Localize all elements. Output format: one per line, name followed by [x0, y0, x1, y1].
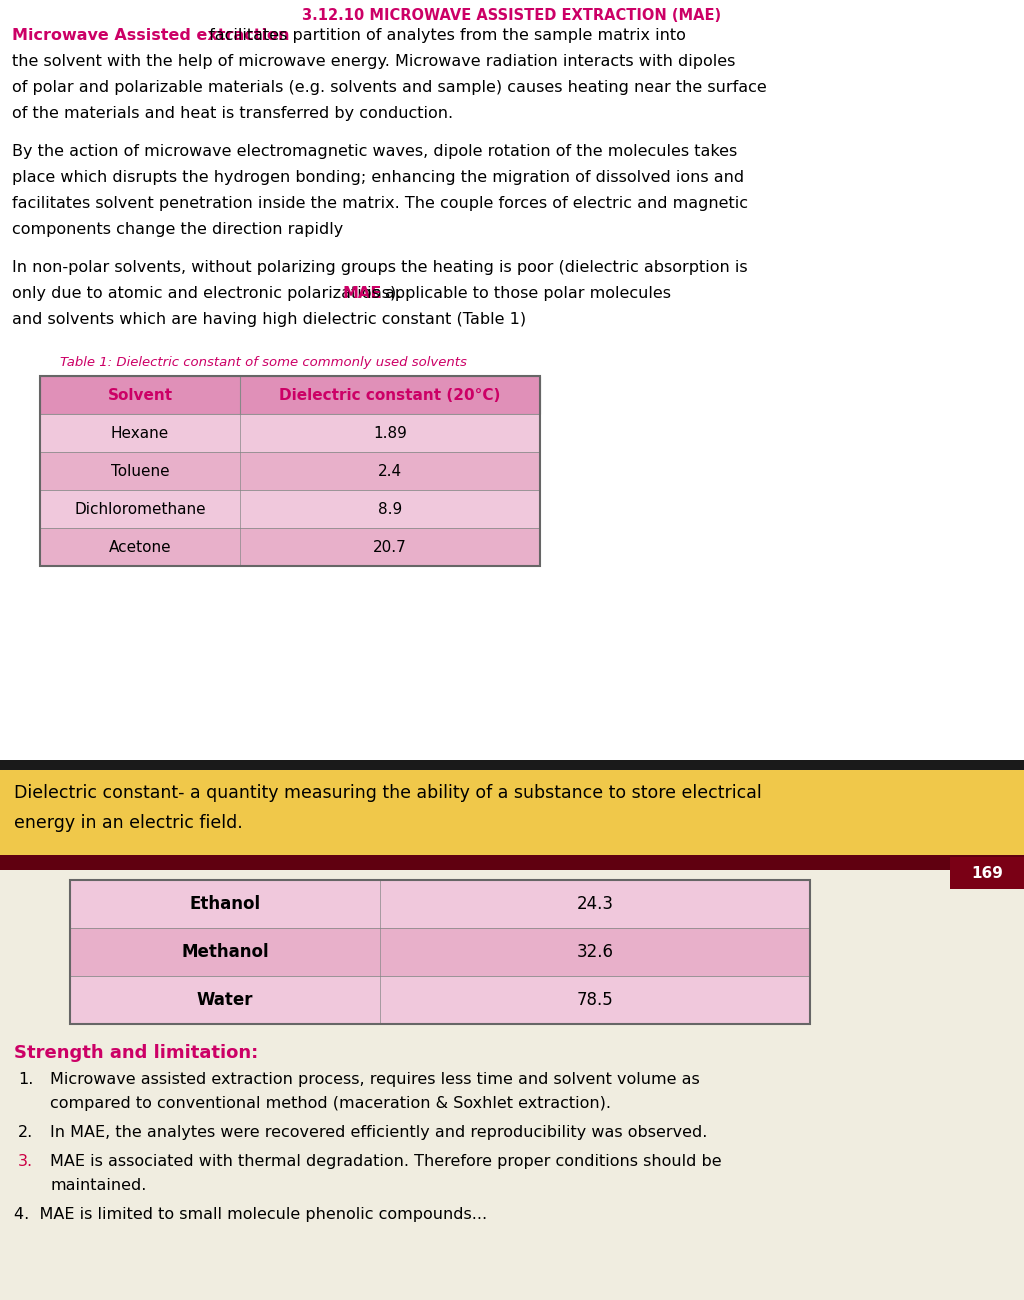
- Text: and solvents which are having high dielectric constant (Table 1): and solvents which are having high diele…: [12, 312, 526, 328]
- Bar: [0, 770, 1024, 861]
- Text: 3.: 3.: [18, 1154, 33, 1169]
- Text: Dielectric constant- a quantity measuring the ability of a substance to store el: Dielectric constant- a quantity measurin…: [14, 784, 762, 802]
- Text: 3.12.10 MICROWAVE ASSISTED EXTRACTION (MAE): 3.12.10 MICROWAVE ASSISTED EXTRACTION (M…: [302, 8, 722, 23]
- Text: facilitates solvent penetration inside the matrix. The couple forces of electric: facilitates solvent penetration inside t…: [12, 196, 748, 211]
- Text: Ethanol: Ethanol: [189, 894, 260, 913]
- Bar: [0, 855, 1024, 870]
- Text: Acetone: Acetone: [109, 540, 171, 555]
- Bar: [0, 760, 1024, 770]
- Text: Microwave Assisted extraction: Microwave Assisted extraction: [12, 29, 290, 43]
- Text: 78.5: 78.5: [577, 991, 613, 1009]
- Text: 32.6: 32.6: [577, 942, 613, 961]
- Bar: [0, 760, 1024, 1300]
- Bar: [70, 976, 810, 1024]
- Text: the solvent with the help of microwave energy. Microwave radiation interacts wit: the solvent with the help of microwave e…: [12, 55, 735, 69]
- Bar: [70, 928, 810, 976]
- Text: Dichloromethane: Dichloromethane: [74, 502, 206, 516]
- Bar: [40, 376, 540, 566]
- Bar: [70, 880, 810, 1024]
- Bar: [40, 452, 540, 490]
- Text: MAE: MAE: [343, 286, 382, 302]
- Text: Solvent: Solvent: [108, 387, 173, 403]
- Text: MAE is associated with thermal degradation. Therefore proper conditions should b: MAE is associated with thermal degradati…: [50, 1154, 722, 1169]
- Text: 8.9: 8.9: [378, 502, 402, 516]
- Text: 20.7: 20.7: [373, 540, 407, 555]
- Text: only due to atomic and electronic polarizations).: only due to atomic and electronic polari…: [12, 286, 407, 302]
- Bar: [40, 528, 540, 566]
- Bar: [0, 0, 1024, 760]
- Bar: [40, 490, 540, 528]
- Text: energy in an electric field.: energy in an electric field.: [14, 814, 243, 832]
- Text: 1.89: 1.89: [373, 425, 407, 441]
- Text: 2.4: 2.4: [378, 464, 402, 478]
- Bar: [950, 857, 1024, 889]
- Text: of the materials and heat is transferred by conduction.: of the materials and heat is transferred…: [12, 107, 454, 121]
- Text: maintained.: maintained.: [50, 1178, 146, 1193]
- Text: 24.3: 24.3: [577, 894, 613, 913]
- Text: Microwave assisted extraction process, requires less time and solvent volume as: Microwave assisted extraction process, r…: [50, 1072, 699, 1087]
- Bar: [70, 880, 810, 928]
- Text: Strength and limitation:: Strength and limitation:: [14, 1044, 258, 1062]
- Text: 4.  MAE is limited to small molecule phenolic compounds...: 4. MAE is limited to small molecule phen…: [14, 1206, 487, 1222]
- Text: In MAE, the analytes were recovered efficiently and reproducibility was observed: In MAE, the analytes were recovered effi…: [50, 1124, 708, 1140]
- Text: In non-polar solvents, without polarizing groups the heating is poor (dielectric: In non-polar solvents, without polarizin…: [12, 260, 748, 276]
- Text: is applicable to those polar molecules: is applicable to those polar molecules: [362, 286, 672, 302]
- Text: Toluene: Toluene: [111, 464, 169, 478]
- Text: place which disrupts the hydrogen bonding; enhancing the migration of dissolved : place which disrupts the hydrogen bondin…: [12, 170, 744, 185]
- Text: of polar and polarizable materials (e.g. solvents and sample) causes heating nea: of polar and polarizable materials (e.g.…: [12, 81, 767, 95]
- Bar: [40, 376, 540, 413]
- Text: Hexane: Hexane: [111, 425, 169, 441]
- Text: compared to conventional method (maceration & Soxhlet extraction).: compared to conventional method (macerat…: [50, 1096, 611, 1111]
- Text: 1.: 1.: [18, 1072, 34, 1087]
- Text: Methanol: Methanol: [181, 942, 269, 961]
- Text: Dielectric constant (20°C): Dielectric constant (20°C): [280, 387, 501, 403]
- Text: By the action of microwave electromagnetic waves, dipole rotation of the molecul: By the action of microwave electromagnet…: [12, 144, 737, 159]
- Bar: [40, 413, 540, 452]
- Text: Table 1: Dielectric constant of some commonly used solvents: Table 1: Dielectric constant of some com…: [60, 356, 467, 369]
- Text: 2.: 2.: [18, 1124, 33, 1140]
- Text: 169: 169: [971, 866, 1002, 880]
- Text: facilitates partition of analytes from the sample matrix into: facilitates partition of analytes from t…: [204, 29, 686, 43]
- Text: components change the direction rapidly: components change the direction rapidly: [12, 222, 343, 237]
- Text: Water: Water: [197, 991, 253, 1009]
